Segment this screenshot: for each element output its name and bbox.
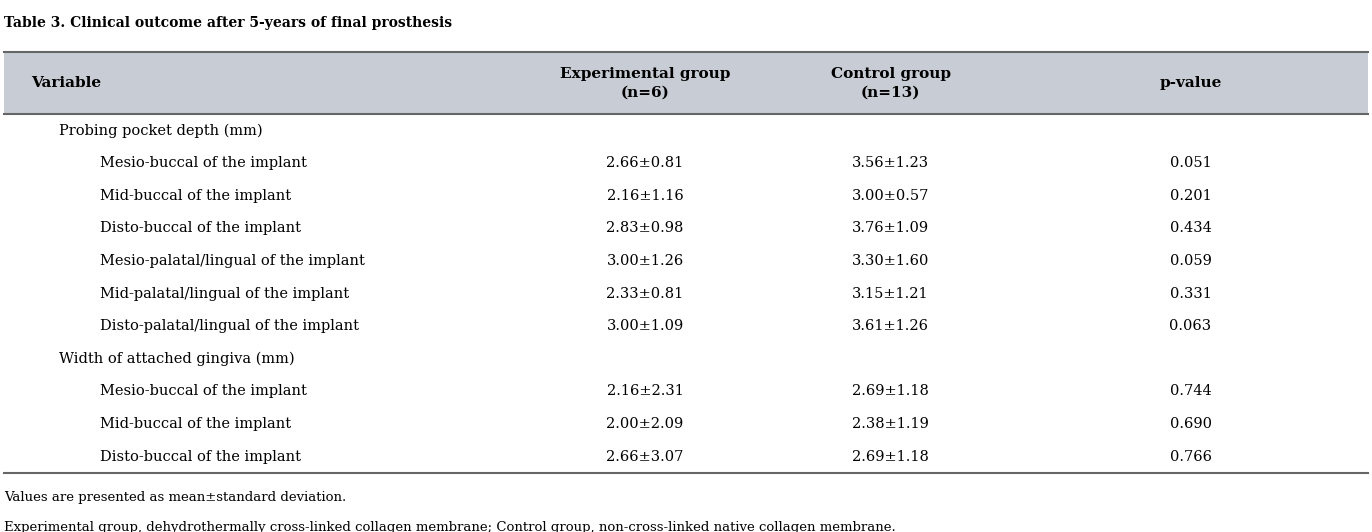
Text: 0.051: 0.051 (1170, 156, 1211, 170)
Text: 0.331: 0.331 (1169, 287, 1211, 301)
Text: 0.059: 0.059 (1169, 254, 1211, 268)
Text: Experimental group
(n=6): Experimental group (n=6) (560, 67, 730, 99)
Text: 0.201: 0.201 (1170, 189, 1211, 203)
Text: 2.16±2.31: 2.16±2.31 (606, 385, 683, 398)
Text: Width of attached gingiva (mm): Width of attached gingiva (mm) (59, 352, 295, 366)
Text: Probing pocket depth (mm): Probing pocket depth (mm) (59, 123, 262, 138)
Bar (4, 52, 1368, 114)
Text: 2.83±0.98: 2.83±0.98 (606, 221, 683, 236)
Text: 0.744: 0.744 (1170, 385, 1211, 398)
Text: 0.766: 0.766 (1169, 450, 1211, 463)
Text: 2.69±1.18: 2.69±1.18 (852, 450, 929, 463)
Text: Table 3. Clinical outcome after 5-years of final prosthesis: Table 3. Clinical outcome after 5-years … (4, 15, 453, 30)
Text: 0.434: 0.434 (1169, 221, 1211, 236)
Text: Variable: Variable (32, 77, 102, 90)
Text: Mesio-palatal/lingual of the implant: Mesio-palatal/lingual of the implant (100, 254, 365, 268)
Text: 3.30±1.60: 3.30±1.60 (852, 254, 929, 268)
Text: 3.56±1.23: 3.56±1.23 (852, 156, 929, 170)
Text: Mesio-buccal of the implant: Mesio-buccal of the implant (100, 156, 306, 170)
Text: 0.690: 0.690 (1169, 417, 1211, 431)
Text: 3.61±1.26: 3.61±1.26 (852, 319, 929, 333)
Text: 2.33±0.81: 2.33±0.81 (606, 287, 683, 301)
Text: Values are presented as mean±standard deviation.: Values are presented as mean±standard de… (4, 491, 346, 504)
Text: 2.66±3.07: 2.66±3.07 (606, 450, 683, 463)
Text: Mid-buccal of the implant: Mid-buccal of the implant (100, 417, 291, 431)
Text: 3.15±1.21: 3.15±1.21 (852, 287, 929, 301)
Text: 2.00±2.09: 2.00±2.09 (606, 417, 683, 431)
Text: 2.38±1.19: 2.38±1.19 (852, 417, 929, 431)
Text: Mesio-buccal of the implant: Mesio-buccal of the implant (100, 385, 306, 398)
Text: 3.76±1.09: 3.76±1.09 (852, 221, 929, 236)
Text: 3.00±1.26: 3.00±1.26 (606, 254, 683, 268)
Text: 3.00±0.57: 3.00±0.57 (852, 189, 929, 203)
Text: 2.66±0.81: 2.66±0.81 (606, 156, 683, 170)
Text: Disto-buccal of the implant: Disto-buccal of the implant (100, 450, 300, 463)
Text: Control group
(n=13): Control group (n=13) (830, 67, 951, 99)
Text: 2.69±1.18: 2.69±1.18 (852, 385, 929, 398)
Text: Disto-buccal of the implant: Disto-buccal of the implant (100, 221, 300, 236)
Text: Mid-palatal/lingual of the implant: Mid-palatal/lingual of the implant (100, 287, 348, 301)
Text: p-value: p-value (1159, 77, 1221, 90)
Text: 2.16±1.16: 2.16±1.16 (606, 189, 683, 203)
Text: Mid-buccal of the implant: Mid-buccal of the implant (100, 189, 291, 203)
Text: Disto-palatal/lingual of the implant: Disto-palatal/lingual of the implant (100, 319, 358, 333)
Text: 0.063: 0.063 (1169, 319, 1211, 333)
Text: Experimental group, dehydrothermally cross-linked collagen membrane; Control gro: Experimental group, dehydrothermally cro… (4, 521, 896, 532)
Text: 3.00±1.09: 3.00±1.09 (606, 319, 683, 333)
